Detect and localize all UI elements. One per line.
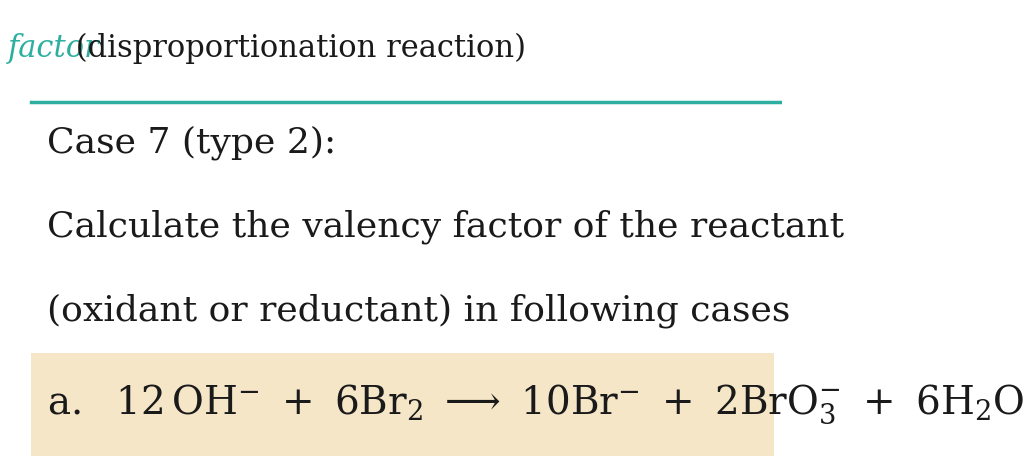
Text: (disproportionation reaction): (disproportionation reaction) xyxy=(67,33,526,64)
Text: Calculate the valency factor of the reactant: Calculate the valency factor of the reac… xyxy=(47,209,844,244)
Text: factor: factor xyxy=(8,33,99,64)
Text: (oxidant or reductant) in following cases: (oxidant or reductant) in following case… xyxy=(47,293,791,327)
FancyBboxPatch shape xyxy=(32,353,774,456)
Text: Case 7 (type 2):: Case 7 (type 2): xyxy=(47,126,336,160)
Text: $\mathregular{a.\ \ 12\,OH^{-}\ +\ 6Br_{2}\ \longrightarrow\ 10Br^{-}\ +\ 2BrO_{: $\mathregular{a.\ \ 12\,OH^{-}\ +\ 6Br_{… xyxy=(47,383,1024,426)
